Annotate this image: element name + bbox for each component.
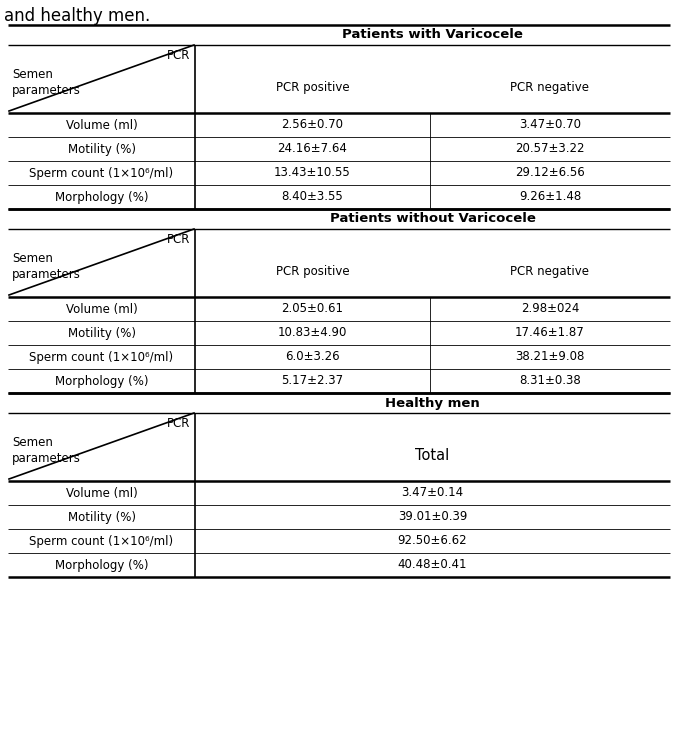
Text: 13.43±10.55: 13.43±10.55 [274, 166, 351, 180]
Text: 10.83±4.90: 10.83±4.90 [278, 326, 347, 340]
Text: Total: Total [415, 448, 449, 462]
Text: Patients without Varicocele: Patients without Varicocele [330, 212, 535, 226]
Text: Sperm count (1×10⁶/ml): Sperm count (1×10⁶/ml) [29, 351, 173, 363]
Text: Healthy men: Healthy men [385, 397, 480, 409]
Text: 24.16±7.64: 24.16±7.64 [277, 143, 347, 155]
Text: 2.05±0.61: 2.05±0.61 [282, 303, 343, 315]
Text: 3.47±0.14: 3.47±0.14 [401, 486, 464, 500]
Text: 8.31±0.38: 8.31±0.38 [519, 374, 581, 388]
Text: Volume (ml): Volume (ml) [66, 486, 137, 500]
Text: 2.98±024: 2.98±024 [521, 303, 579, 315]
Text: Motility (%): Motility (%) [67, 511, 135, 523]
Text: 2.56±0.70: 2.56±0.70 [282, 118, 343, 132]
Text: 3.47±0.70: 3.47±0.70 [519, 118, 581, 132]
Text: Patients with Varicocele: Patients with Varicocele [342, 29, 523, 41]
Text: Semen
parameters: Semen parameters [12, 436, 81, 465]
Text: Sperm count (1×10⁶/ml): Sperm count (1×10⁶/ml) [29, 166, 173, 180]
Text: Volume (ml): Volume (ml) [66, 303, 137, 315]
Text: Morphology (%): Morphology (%) [55, 374, 148, 388]
Text: PCR negative: PCR negative [511, 265, 590, 278]
Text: Motility (%): Motility (%) [67, 143, 135, 155]
Text: Volume (ml): Volume (ml) [66, 118, 137, 132]
Text: Morphology (%): Morphology (%) [55, 190, 148, 204]
Text: 39.01±0.39: 39.01±0.39 [398, 511, 467, 523]
Text: Semen
parameters: Semen parameters [12, 252, 81, 281]
Text: Morphology (%): Morphology (%) [55, 559, 148, 571]
Text: 29.12±6.56: 29.12±6.56 [515, 166, 585, 180]
Text: 9.26±1.48: 9.26±1.48 [519, 190, 581, 204]
Text: PCR: PCR [167, 49, 190, 62]
Text: 5.17±2.37: 5.17±2.37 [282, 374, 343, 388]
Text: Motility (%): Motility (%) [67, 326, 135, 340]
Text: PCR: PCR [167, 233, 190, 246]
Text: 17.46±1.87: 17.46±1.87 [515, 326, 585, 340]
Text: 6.0±3.26: 6.0±3.26 [285, 351, 340, 363]
Text: PCR negative: PCR negative [511, 81, 590, 94]
Text: and healthy men.: and healthy men. [4, 7, 150, 25]
Text: 40.48±0.41: 40.48±0.41 [398, 559, 467, 571]
Text: PCR: PCR [167, 417, 190, 430]
Text: Sperm count (1×10⁶/ml): Sperm count (1×10⁶/ml) [29, 534, 173, 548]
Text: 20.57±3.22: 20.57±3.22 [515, 143, 585, 155]
Text: 38.21±9.08: 38.21±9.08 [515, 351, 585, 363]
Text: PCR positive: PCR positive [275, 265, 350, 278]
Text: Semen
parameters: Semen parameters [12, 68, 81, 97]
Text: PCR positive: PCR positive [275, 81, 350, 94]
Text: 8.40±3.55: 8.40±3.55 [282, 190, 343, 204]
Text: 92.50±6.62: 92.50±6.62 [398, 534, 467, 548]
